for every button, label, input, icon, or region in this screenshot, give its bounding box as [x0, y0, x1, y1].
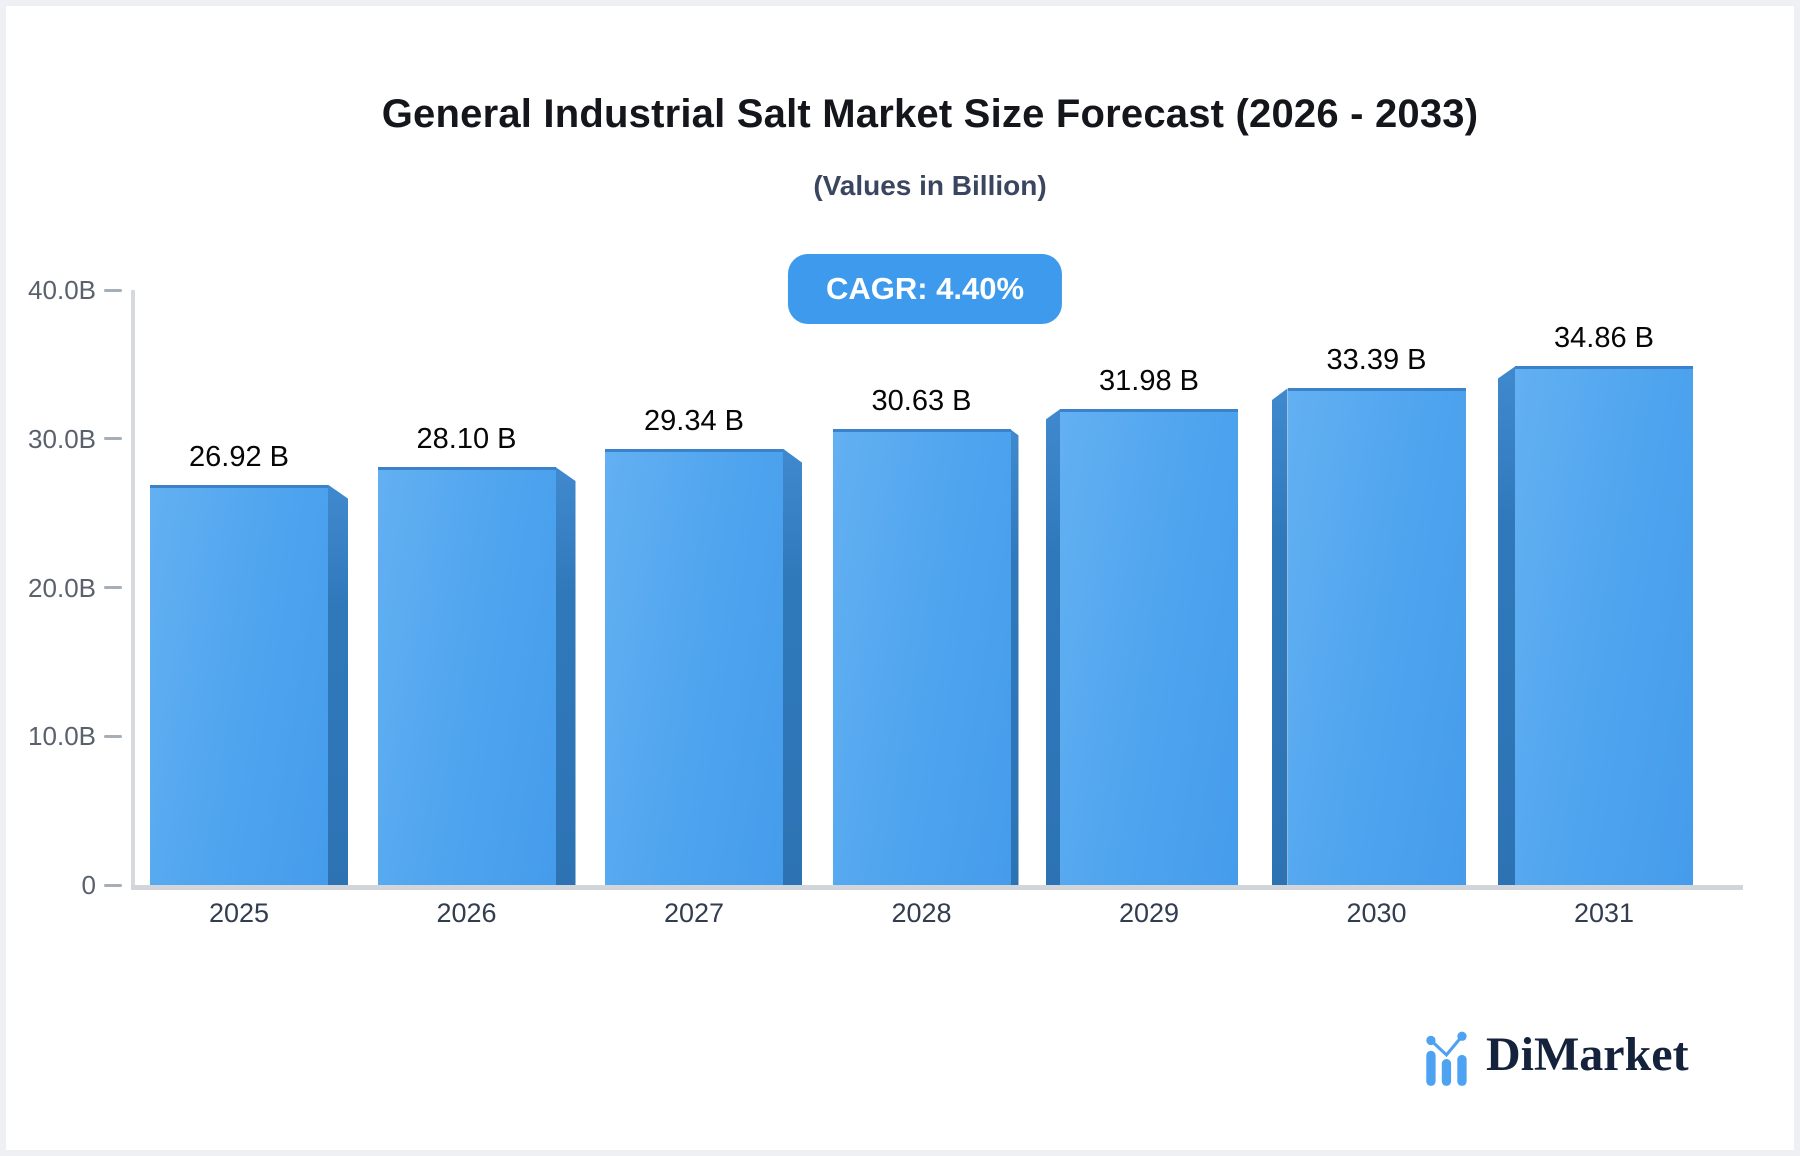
- cagr-badge: CAGR: 4.40%: [787, 254, 1063, 324]
- bar-2031: [1515, 366, 1693, 885]
- bar-side-2025: [328, 484, 348, 885]
- bar-2029: [1060, 409, 1238, 885]
- y-tick-label: 10.0B: [28, 721, 96, 752]
- bar-2027: [605, 448, 783, 885]
- x-tick-label: 2029: [1118, 898, 1180, 928]
- bar-2026: [377, 467, 556, 885]
- x-tick-label: 2031: [1573, 898, 1635, 928]
- bar-value-label: 26.92 B: [189, 440, 289, 473]
- dimarket-logo: DiMarket: [1424, 1028, 1689, 1088]
- x-tick-label: 2028: [891, 898, 952, 928]
- chart-subtitle: (Values in Billion): [813, 170, 1047, 201]
- chart-title: General Industrial Salt Market Size Fore…: [381, 92, 1479, 136]
- y-tick-dash: [104, 288, 122, 292]
- bar-2028: [832, 429, 1011, 885]
- y-tick-dash: [104, 883, 122, 887]
- bar-side-2031: [1498, 366, 1515, 885]
- y-tick-dash: [104, 734, 122, 738]
- y-tick-label: 20.0B: [28, 572, 96, 603]
- y-axis-line: [131, 290, 135, 887]
- bar-side-2029: [1046, 409, 1060, 885]
- x-tick-label: 2030: [1346, 898, 1407, 928]
- bar-value-label: 31.98 B: [1099, 365, 1199, 398]
- bar-side-2027: [783, 448, 802, 885]
- x-tick-label: 2026: [436, 898, 497, 928]
- bar-chart-logo-icon: [1426, 1031, 1467, 1086]
- bar-value-label: 30.63 B: [871, 385, 972, 418]
- bar-2025: [150, 484, 328, 885]
- bar-side-2030: [1271, 388, 1288, 885]
- y-tick-label: 40.0B: [28, 275, 96, 305]
- x-tick-label: 2025: [208, 898, 270, 928]
- y-tick-label: 0: [81, 870, 96, 900]
- bar-side-2028: [1010, 429, 1019, 885]
- bar-value-label: 28.10 B: [416, 423, 517, 455]
- bar-value-label: 33.39 B: [1326, 344, 1427, 377]
- bar-value-label: 29.34 B: [644, 404, 744, 437]
- bar-value-label: 34.86 B: [1554, 322, 1654, 355]
- y-tick-dash: [104, 437, 122, 441]
- x-axis-line: [131, 885, 1743, 890]
- y-tick-dash: [104, 586, 122, 589]
- bar-side-2026: [555, 467, 576, 885]
- bar-2030: [1287, 388, 1466, 885]
- x-tick-label: 2027: [663, 898, 725, 928]
- y-tick-label: 30.0B: [28, 423, 96, 454]
- logo-text: DiMarket: [1486, 1028, 1689, 1081]
